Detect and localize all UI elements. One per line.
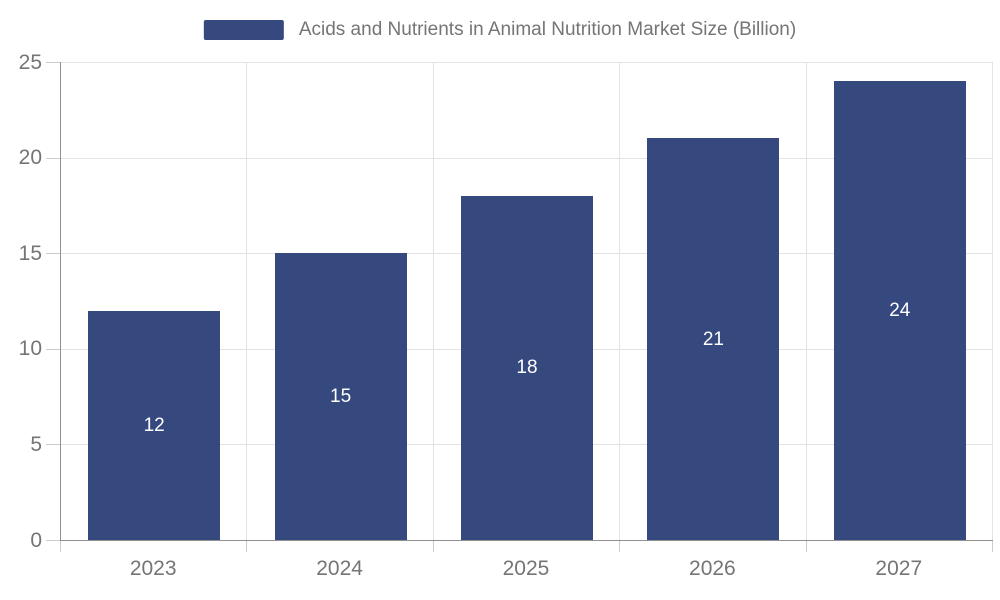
bar: 18 [461, 195, 593, 540]
y-tick-label: 15 [18, 241, 42, 265]
x-tick-label: 2027 [875, 557, 923, 580]
y-tick-label: 0 [30, 528, 42, 552]
y-tick-label: 5 [30, 432, 42, 456]
bar-value-label: 21 [702, 328, 724, 350]
bar-value-label: 12 [143, 414, 165, 436]
x-tick-mark [60, 541, 61, 552]
y-tick-mark [46, 444, 60, 446]
bar: 21 [647, 138, 780, 540]
bar: 24 [833, 81, 966, 540]
h-gridline [61, 157, 993, 159]
y-tick-label: 20 [18, 146, 42, 170]
y-tick-mark [46, 157, 60, 159]
x-tick-label: 2025 [502, 557, 550, 580]
legend[interactable]: Acids and Nutrients in Animal Nutrition … [203, 18, 797, 42]
y-tick-label: 25 [18, 50, 42, 74]
x-tick-label: 2024 [316, 557, 363, 580]
v-gridline [619, 62, 621, 540]
legend-label: Acids and Nutrients in Animal Nutrition … [298, 19, 797, 40]
y-tick-label: 10 [18, 337, 42, 361]
x-tick-mark [432, 541, 434, 552]
x-tick-mark [619, 541, 621, 552]
v-gridline [432, 62, 434, 540]
y-tick-mark [46, 253, 60, 255]
y-tick-mark [46, 540, 60, 541]
bar-value-label: 18 [516, 357, 538, 379]
v-gridline [805, 62, 807, 540]
legend-swatch-icon [203, 20, 284, 40]
plot-area: 12 15 18 21 24 [60, 62, 993, 541]
x-tick-label: 2023 [129, 557, 177, 580]
y-tick-mark [46, 348, 60, 350]
v-gridline [246, 62, 248, 540]
y-tick-mark [46, 62, 60, 63]
x-tick-mark [246, 541, 248, 552]
bar: 12 [88, 310, 221, 540]
bar-value-label: 15 [330, 386, 352, 408]
x-tick-label: 2026 [689, 557, 736, 580]
x-tick-mark [805, 541, 807, 552]
bar-value-label: 24 [889, 300, 911, 322]
h-gridline [61, 62, 993, 63]
bar: 15 [274, 253, 407, 540]
x-tick-mark [992, 541, 993, 552]
v-gridline [992, 62, 993, 540]
